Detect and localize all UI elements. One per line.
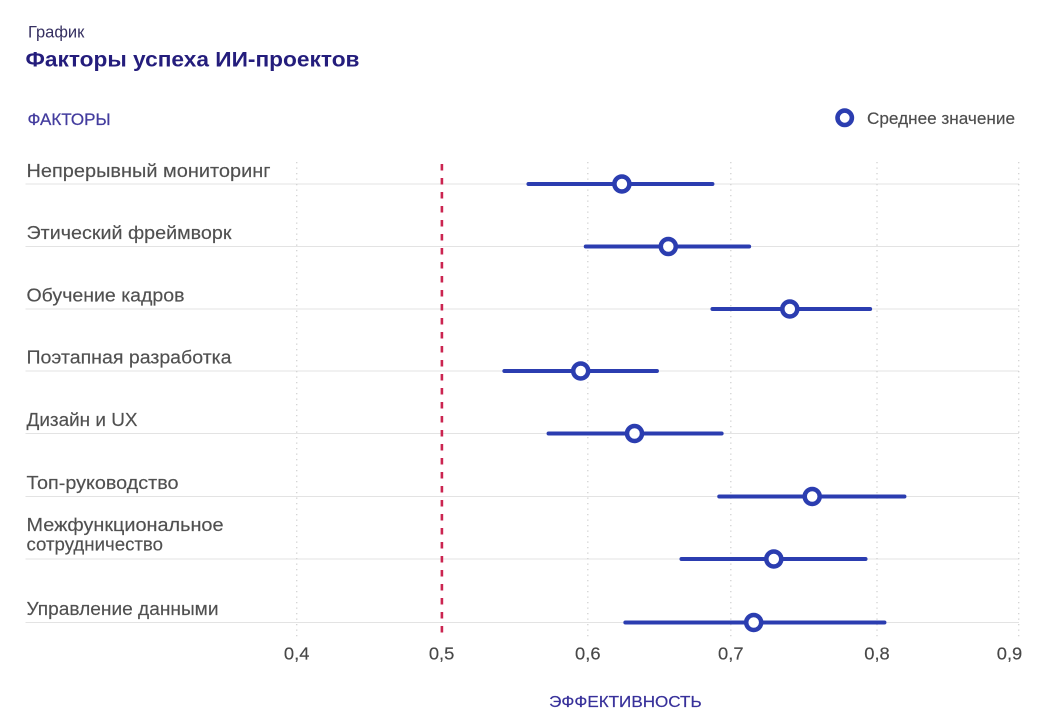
svg-text:ЭФФЕКТИВНОСТЬ: ЭФФЕКТИВНОСТЬ bbox=[549, 694, 702, 711]
svg-text:ФАКТОРЫ: ФАКТОРЫ bbox=[28, 111, 111, 129]
svg-text:Управление данными: Управление данными bbox=[27, 599, 219, 619]
svg-text:График: График bbox=[28, 24, 85, 42]
svg-text:0,7: 0,7 bbox=[718, 643, 744, 663]
svg-text:Топ-руководство: Топ-руководство bbox=[27, 473, 179, 493]
svg-text:0,9: 0,9 bbox=[997, 643, 1023, 663]
svg-text:Этический фреймворк: Этический фреймворк bbox=[27, 223, 232, 243]
svg-text:Обучение кадров: Обучение кадров bbox=[27, 286, 185, 306]
svg-text:Поэтапная разработка: Поэтапная разработка bbox=[27, 348, 233, 368]
svg-text:Межфункциональное: Межфункциональное bbox=[27, 515, 224, 535]
svg-text:сотрудничество: сотрудничество bbox=[27, 535, 164, 555]
svg-text:0,8: 0,8 bbox=[864, 643, 890, 663]
svg-text:0,4: 0,4 bbox=[284, 643, 310, 663]
svg-text:0,5: 0,5 bbox=[429, 643, 455, 663]
svg-text:Среднее значение: Среднее значение bbox=[867, 110, 1015, 128]
svg-text:Факторы успеха ИИ-проектов: Факторы успеха ИИ-проектов bbox=[26, 46, 360, 71]
svg-text:Дизайн и UX: Дизайн и UX bbox=[27, 410, 138, 430]
svg-text:0,6: 0,6 bbox=[575, 643, 601, 663]
svg-text:Непрерывный мониторинг: Непрерывный мониторинг bbox=[27, 161, 271, 181]
